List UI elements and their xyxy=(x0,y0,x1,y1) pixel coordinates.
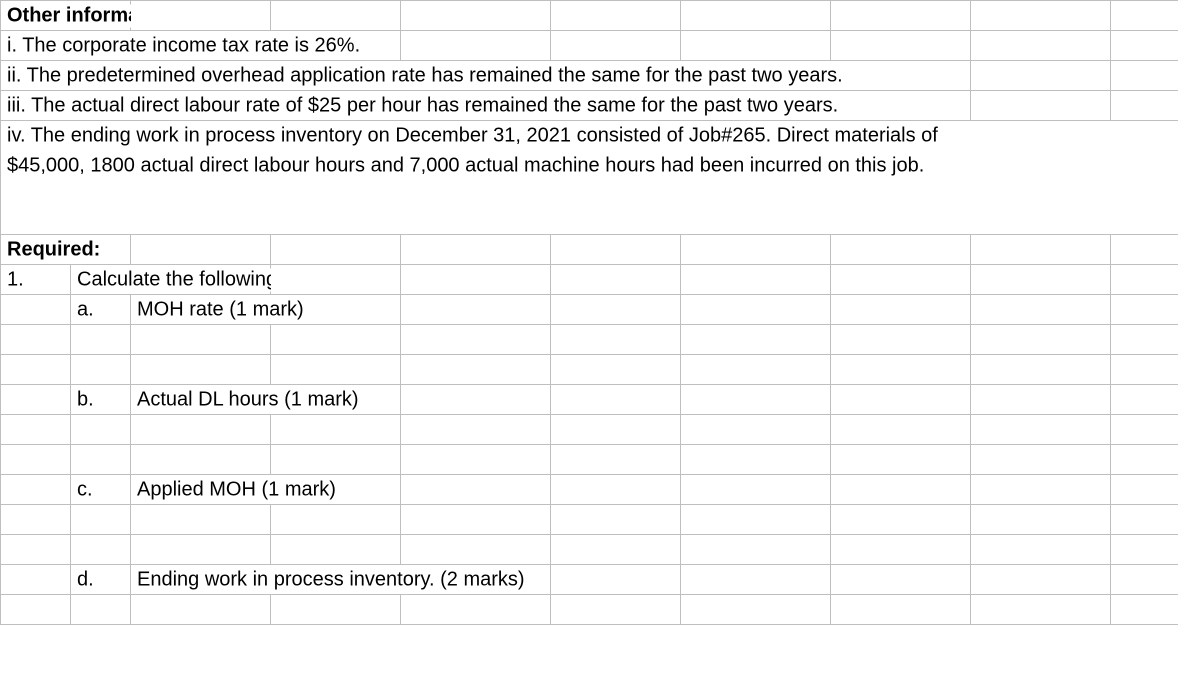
section-heading: Other information: xyxy=(1,1,131,31)
text-item-iii: iii. The actual direct labour rate of $2… xyxy=(1,91,971,121)
text-item-i: i. The corporate income tax rate is 26%. xyxy=(1,31,401,61)
row-item-i: i. The corporate income tax rate is 26%. xyxy=(1,31,1178,61)
row-blank xyxy=(1,355,1178,385)
row-blank xyxy=(1,535,1178,565)
text-item-iv-line1: iv. The ending work in process inventory… xyxy=(1,121,1178,151)
q1-text: Calculate the following: xyxy=(71,265,271,295)
row-sub-d: d. Ending work in process inventory. (2 … xyxy=(1,565,1178,595)
sub-c-letter: c. xyxy=(71,475,131,505)
row-item-iv-1: iv. The ending work in process inventory… xyxy=(1,121,1178,151)
row-blank xyxy=(1,445,1178,475)
sub-a-letter: a. xyxy=(71,295,131,325)
row-blank xyxy=(1,595,1178,625)
row-sub-c: c. Applied MOH (1 mark) xyxy=(1,475,1178,505)
row-item-ii: ii. The predetermined overhead applicati… xyxy=(1,61,1178,91)
row-header: Other information: xyxy=(1,1,1178,31)
row-sub-b: b. Actual DL hours (1 mark) xyxy=(1,385,1178,415)
row-blank xyxy=(1,415,1178,445)
row-required-heading: Required: xyxy=(1,235,1178,265)
sub-d-text: Ending work in process inventory. (2 mar… xyxy=(131,565,551,595)
sub-d-letter: d. xyxy=(71,565,131,595)
row-item-iv-2: $45,000, 1800 actual direct labour hours… xyxy=(1,151,1178,181)
sub-b-text: Actual DL hours (1 mark) xyxy=(131,385,401,415)
required-heading: Required: xyxy=(1,235,131,265)
row-blank xyxy=(1,325,1178,355)
q1-number: 1. xyxy=(1,265,71,295)
row-blank xyxy=(1,505,1178,535)
text-item-ii: ii. The predetermined overhead applicati… xyxy=(1,61,971,91)
sub-b-letter: b. xyxy=(71,385,131,415)
sub-a-text: MOH rate (1 mark) xyxy=(131,295,401,325)
sub-c-text: Applied MOH (1 mark) xyxy=(131,475,401,505)
spreadsheet-table: Other information: i. The corporate inco… xyxy=(0,0,1178,625)
row-gap-1 xyxy=(1,181,1178,235)
row-q1: 1. Calculate the following: xyxy=(1,265,1178,295)
row-sub-a: a. MOH rate (1 mark) xyxy=(1,295,1178,325)
row-item-iii: iii. The actual direct labour rate of $2… xyxy=(1,91,1178,121)
text-item-iv-line2: $45,000, 1800 actual direct labour hours… xyxy=(1,151,1178,181)
